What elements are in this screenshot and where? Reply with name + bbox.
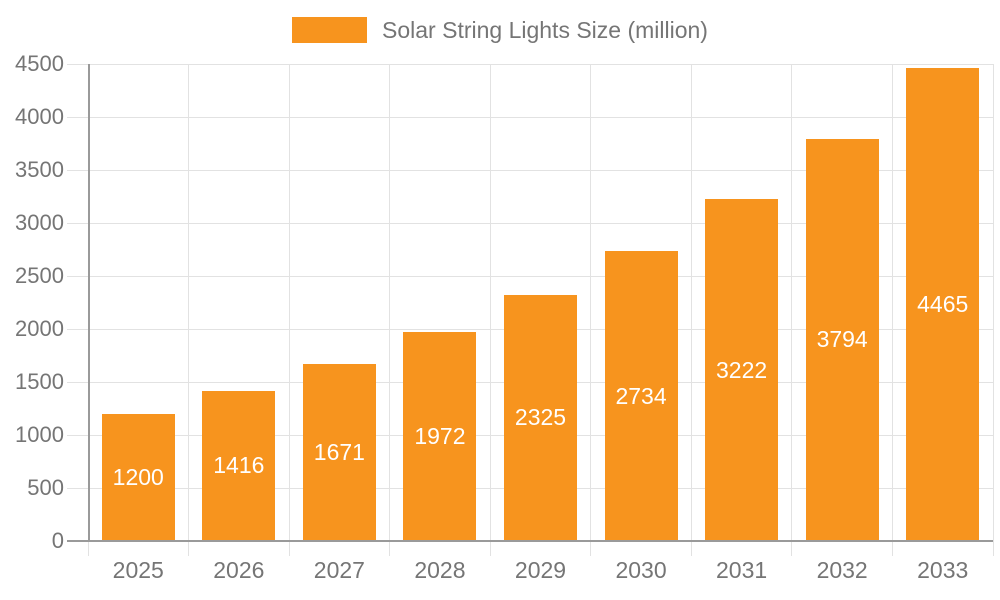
x-axis-tick bbox=[992, 541, 994, 556]
x-axis-tick bbox=[489, 541, 491, 556]
x-axis-label: 2026 bbox=[213, 557, 265, 583]
bar-value-label: 1972 bbox=[414, 422, 466, 449]
h-gridline bbox=[67, 116, 993, 118]
x-axis-label: 2027 bbox=[313, 557, 365, 583]
h-gridline bbox=[67, 275, 993, 277]
v-gridline bbox=[891, 64, 893, 541]
y-axis-label: 1000 bbox=[15, 422, 64, 447]
plot-area: 1200 1416 1671 1972 2325 2734 3222 3794 4465 bbox=[67, 63, 994, 556]
x-axis-tick bbox=[188, 541, 190, 556]
x-axis-label: 2030 bbox=[615, 557, 667, 583]
x-axis-label: 2032 bbox=[816, 557, 868, 583]
bar-value-label: 1200 bbox=[112, 463, 164, 490]
bar[interactable]: 3222 bbox=[705, 199, 779, 541]
y-axis-line bbox=[88, 64, 90, 541]
y-axis-label: 3000 bbox=[15, 210, 64, 235]
v-gridline bbox=[992, 64, 994, 541]
y-axis-label: 500 bbox=[27, 475, 64, 500]
x-axis-tick bbox=[891, 541, 893, 556]
v-gridline bbox=[188, 64, 190, 541]
h-gridline bbox=[67, 169, 993, 171]
x-axis-tick bbox=[87, 541, 89, 556]
bar[interactable]: 1200 bbox=[101, 413, 175, 541]
bar[interactable]: 2325 bbox=[504, 294, 577, 541]
x-axis-label: 2028 bbox=[414, 557, 466, 583]
y-axis-label: 4500 bbox=[15, 51, 64, 76]
y-axis-label: 4000 bbox=[15, 104, 64, 129]
bar-value-label: 2734 bbox=[615, 382, 667, 409]
v-gridline bbox=[389, 64, 391, 541]
v-gridline bbox=[690, 64, 692, 541]
v-gridline bbox=[489, 64, 491, 541]
y-axis-label: 2000 bbox=[15, 316, 64, 341]
legend-swatch bbox=[292, 17, 368, 43]
v-gridline bbox=[288, 64, 290, 541]
bar[interactable]: 2734 bbox=[604, 251, 678, 541]
x-axis-tick bbox=[590, 541, 592, 556]
bar[interactable]: 4465 bbox=[906, 67, 980, 541]
h-gridline bbox=[67, 63, 993, 65]
x-axis-tick bbox=[791, 541, 793, 556]
x-axis-label: 2025 bbox=[112, 557, 164, 583]
bar[interactable]: 3794 bbox=[805, 138, 879, 541]
y-axis-label: 3500 bbox=[15, 157, 64, 182]
bar-value-label: 1416 bbox=[213, 452, 265, 479]
bar-value-label: 2325 bbox=[514, 404, 567, 431]
bar-value-label: 1671 bbox=[313, 438, 365, 465]
bar-value-label: 4465 bbox=[917, 290, 969, 317]
y-axis-label: 0 bbox=[51, 528, 64, 553]
y-axis-label: 1500 bbox=[15, 369, 64, 394]
x-axis-line bbox=[67, 540, 993, 542]
x-axis-label: 2033 bbox=[917, 557, 969, 583]
bar[interactable]: 1972 bbox=[403, 331, 477, 541]
legend[interactable]: Solar String Lights Size (million) bbox=[0, 17, 1000, 43]
v-gridline bbox=[791, 64, 793, 541]
x-axis-label: 2031 bbox=[716, 557, 768, 583]
x-axis-tick bbox=[389, 541, 391, 556]
bar-value-label: 3222 bbox=[716, 356, 768, 383]
h-gridline bbox=[67, 222, 993, 224]
x-axis-tick bbox=[690, 541, 692, 556]
y-axis-label: 2500 bbox=[15, 263, 64, 288]
legend-label: Solar String Lights Size (million) bbox=[382, 17, 708, 43]
v-gridline bbox=[590, 64, 592, 541]
x-axis-label: 2029 bbox=[514, 557, 567, 583]
bar-value-label: 3794 bbox=[816, 326, 868, 353]
bar[interactable]: 1671 bbox=[302, 363, 376, 541]
x-axis-tick bbox=[288, 541, 290, 556]
bar[interactable]: 1416 bbox=[202, 390, 276, 541]
